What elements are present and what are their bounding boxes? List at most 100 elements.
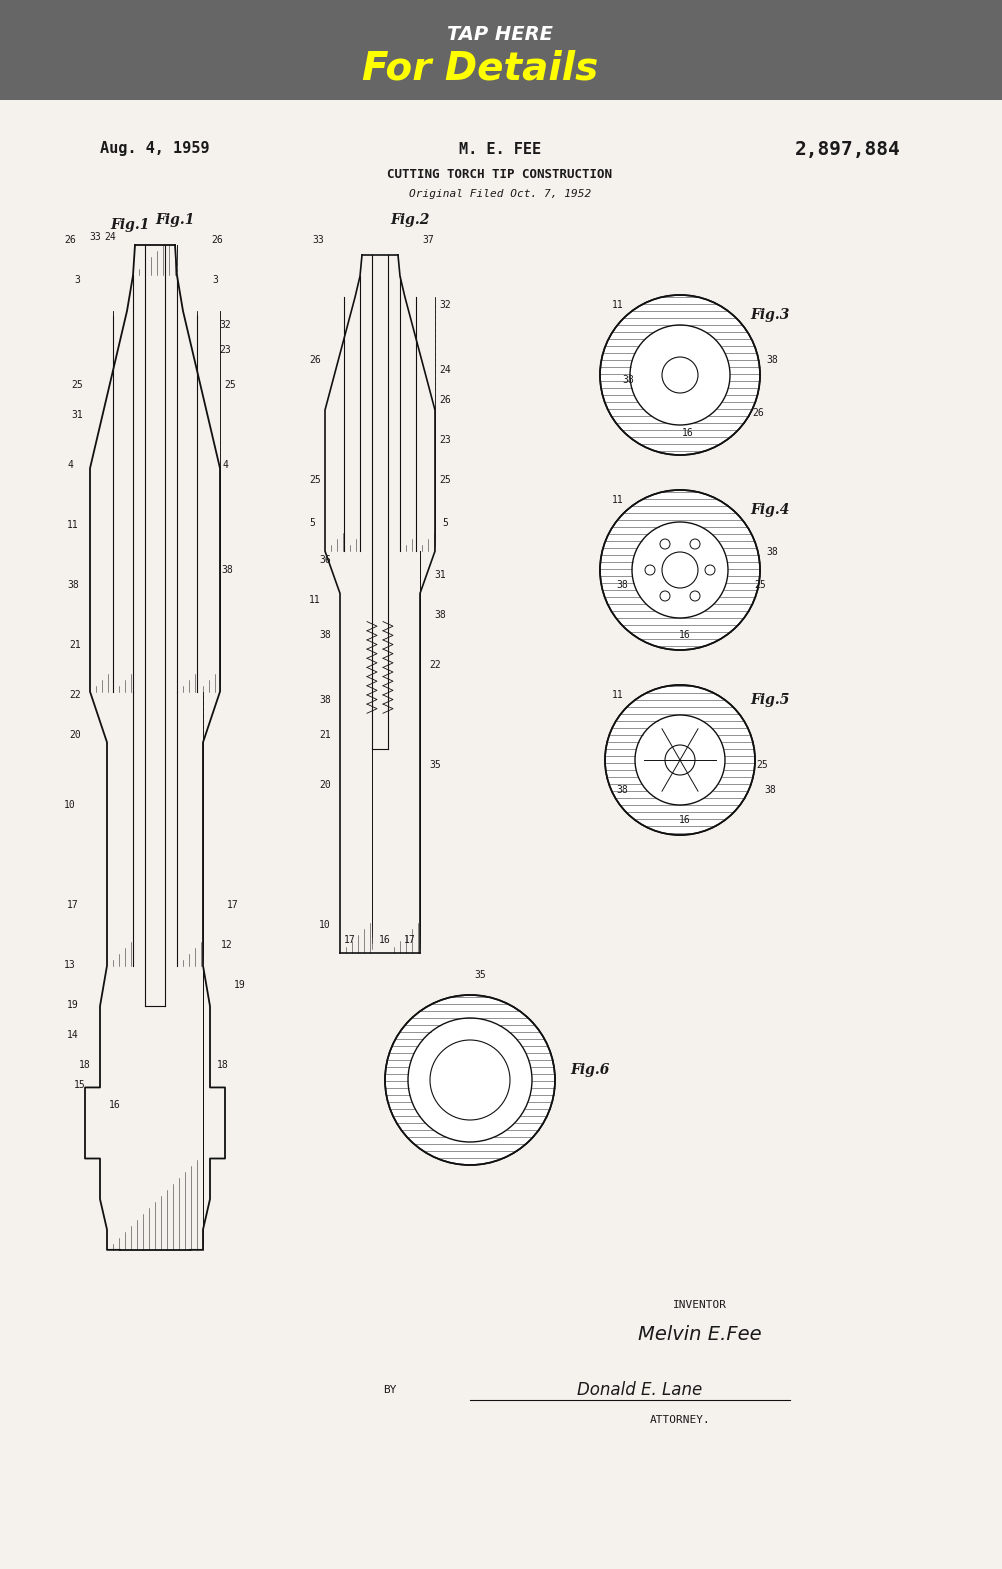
Circle shape [430, 1040, 509, 1120]
Text: 19: 19 [67, 999, 79, 1010]
Text: 36: 36 [319, 555, 331, 565]
Text: 38: 38 [621, 375, 633, 384]
Text: 38: 38 [766, 355, 778, 366]
Circle shape [599, 490, 760, 650]
Text: 11: 11 [67, 519, 79, 530]
Circle shape [644, 565, 654, 574]
Text: 4: 4 [67, 460, 73, 471]
Text: 3: 3 [211, 275, 217, 286]
Text: TAP HERE: TAP HERE [447, 25, 552, 44]
Circle shape [661, 552, 697, 588]
Text: Fig.4: Fig.4 [749, 504, 789, 518]
Text: 25: 25 [309, 475, 321, 485]
Text: 24: 24 [439, 366, 451, 375]
Text: 26: 26 [64, 235, 76, 245]
Text: 38: 38 [615, 784, 627, 795]
Circle shape [689, 540, 699, 549]
Text: 24: 24 [104, 232, 116, 242]
Text: 11: 11 [611, 300, 623, 311]
Text: 37: 37 [422, 235, 434, 245]
Text: 16: 16 [678, 631, 690, 640]
Text: Fig.1: Fig.1 [110, 218, 149, 232]
Text: 16: 16 [109, 1100, 121, 1109]
Text: 15: 15 [74, 1079, 86, 1090]
Text: 16: 16 [681, 428, 693, 438]
Text: For Details: For Details [362, 49, 597, 86]
Text: 20: 20 [69, 730, 81, 741]
Circle shape [704, 565, 714, 574]
Text: 31: 31 [71, 410, 83, 420]
Text: 17: 17 [226, 901, 238, 910]
Text: CUTTING TORCH TIP CONSTRUCTION: CUTTING TORCH TIP CONSTRUCTION [387, 168, 612, 180]
Text: 26: 26 [752, 408, 764, 417]
Text: 21: 21 [319, 730, 331, 741]
Text: 23: 23 [439, 435, 451, 446]
Text: 38: 38 [764, 784, 776, 795]
Text: 10: 10 [319, 919, 331, 930]
Text: Fig.6: Fig.6 [570, 1064, 609, 1076]
Text: 35: 35 [429, 759, 441, 770]
Text: 21: 21 [69, 640, 81, 650]
Text: 22: 22 [69, 690, 81, 700]
Text: M. E. FEE: M. E. FEE [459, 141, 540, 157]
Circle shape [664, 745, 694, 775]
Text: Fig.3: Fig.3 [749, 308, 789, 322]
Text: 38: 38 [766, 548, 778, 557]
Circle shape [408, 1018, 531, 1142]
Text: 5: 5 [309, 518, 315, 529]
Circle shape [661, 358, 697, 392]
Text: 38: 38 [319, 695, 331, 704]
Text: 26: 26 [309, 355, 321, 366]
Circle shape [599, 295, 760, 455]
Text: 32: 32 [439, 300, 451, 311]
Text: 25: 25 [223, 380, 235, 391]
Text: 11: 11 [611, 690, 623, 700]
Text: Aug. 4, 1959: Aug. 4, 1959 [100, 141, 209, 157]
Text: 20: 20 [319, 780, 331, 791]
Bar [0, 0, 1002, 100]
Text: BY: BY [383, 1385, 397, 1395]
Text: 16: 16 [379, 935, 391, 945]
Text: 23: 23 [218, 345, 230, 355]
Text: INVENTOR: INVENTOR [672, 1301, 726, 1310]
Text: Fig.5: Fig.5 [749, 693, 789, 708]
Text: 17: 17 [404, 935, 416, 945]
Text: 33: 33 [312, 235, 324, 245]
Text: 18: 18 [216, 1061, 228, 1070]
Text: 25: 25 [754, 581, 766, 590]
Text: ATTORNEY.: ATTORNEY. [649, 1415, 709, 1425]
Text: Fig.1: Fig.1 [155, 213, 194, 228]
Text: 38: 38 [67, 581, 79, 590]
Text: Fig.2: Fig.2 [390, 213, 429, 228]
Text: 17: 17 [344, 935, 356, 945]
Text: 5: 5 [442, 518, 448, 529]
Text: 13: 13 [64, 960, 76, 970]
Text: Melvin E.Fee: Melvin E.Fee [637, 1326, 762, 1345]
Text: 38: 38 [615, 581, 627, 590]
Text: 12: 12 [220, 940, 232, 949]
Text: 25: 25 [756, 759, 768, 770]
Text: 32: 32 [218, 320, 230, 329]
Text: 18: 18 [79, 1061, 91, 1070]
Text: Original Filed Oct. 7, 1952: Original Filed Oct. 7, 1952 [409, 188, 590, 199]
Text: 26: 26 [439, 395, 451, 405]
Text: 19: 19 [233, 981, 245, 990]
Circle shape [659, 592, 669, 601]
Text: 14: 14 [67, 1029, 79, 1040]
Text: 11: 11 [309, 595, 321, 606]
Circle shape [385, 995, 554, 1166]
Circle shape [604, 686, 755, 835]
Text: 10: 10 [64, 800, 76, 810]
Text: 38: 38 [319, 631, 331, 640]
Text: 31: 31 [434, 570, 446, 581]
Text: 35: 35 [474, 970, 485, 981]
Text: 4: 4 [221, 460, 227, 471]
Text: 3: 3 [74, 275, 80, 286]
Text: 11: 11 [611, 494, 623, 505]
Text: 16: 16 [678, 814, 690, 825]
Text: 26: 26 [210, 235, 222, 245]
Circle shape [659, 540, 669, 549]
Text: 25: 25 [439, 475, 451, 485]
Text: 22: 22 [429, 661, 441, 670]
Text: 2,897,884: 2,897,884 [795, 140, 900, 158]
